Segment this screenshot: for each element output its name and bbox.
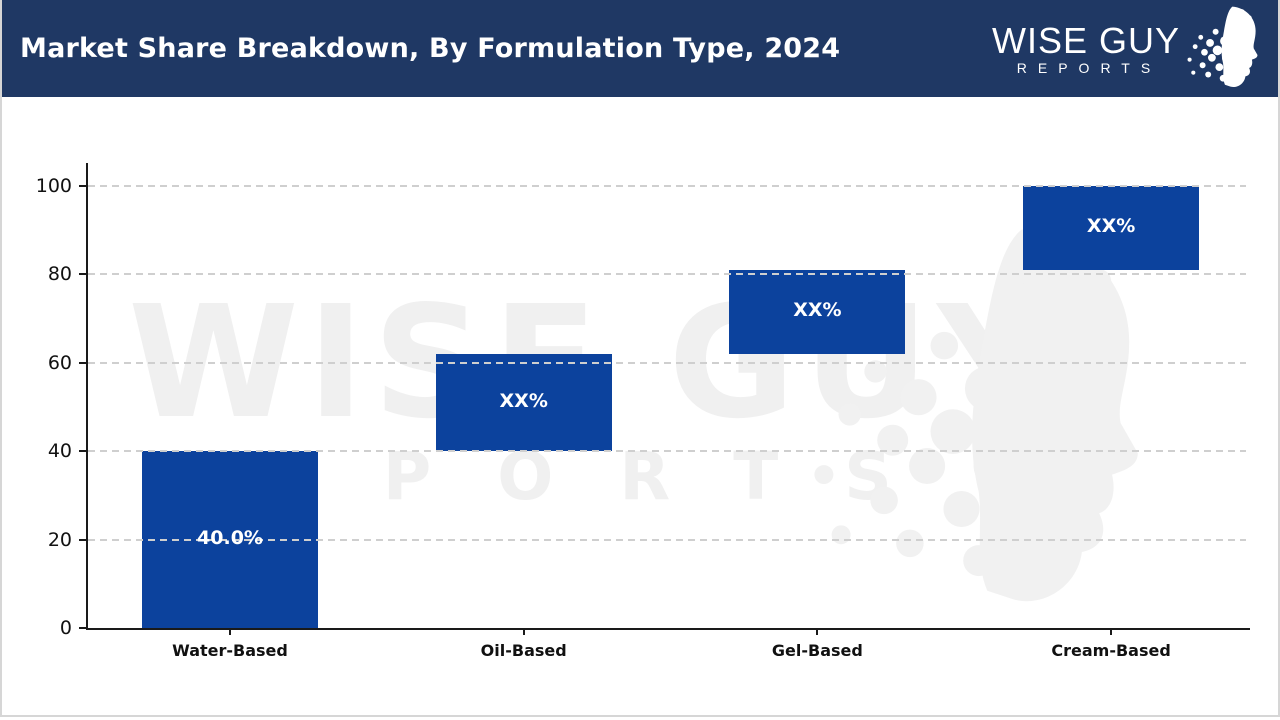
brand-name: WISE GUY <box>991 19 1180 61</box>
bar-value-label-water-based: 40.0% <box>197 526 263 549</box>
bar-value-label-oil-based: XX% <box>499 389 548 412</box>
x-axis-label-cream-based: Cream-Based <box>1051 641 1171 660</box>
x-axis-label-oil-based: Oil-Based <box>480 641 567 660</box>
gridline-20 <box>88 538 1246 541</box>
y-axis-label-80: 80 <box>47 263 72 286</box>
bar-cream-based <box>1023 186 1200 270</box>
gridline-100 <box>88 185 1246 187</box>
y-tick-0 <box>79 627 88 629</box>
bar-gel-based <box>729 269 906 354</box>
x-tick-gel-based <box>816 628 819 635</box>
gridline-60 <box>88 361 1246 364</box>
y-tick-80 <box>79 273 88 276</box>
bar-value-label-gel-based: XX% <box>793 298 842 321</box>
y-axis-spine <box>86 163 88 630</box>
y-tick-40 <box>79 450 88 453</box>
y-axis-label-60: 60 <box>47 351 72 374</box>
x-axis-label-gel-based: Gel-Based <box>771 641 863 660</box>
y-tick-20 <box>79 538 88 541</box>
y-axis-label-100: 100 <box>35 175 72 197</box>
gridline-80 <box>88 273 1246 276</box>
page-title: Market Share Breakdown, By Formulation T… <box>20 33 841 64</box>
header: Market Share Breakdown, By Formulation T… <box>0 0 1280 97</box>
wise-guy-face-icon <box>1182 2 1266 95</box>
y-axis-label-0: 0 <box>59 617 72 639</box>
brand-logo: WISE GUY REPORTS <box>992 2 1266 95</box>
y-tick-60 <box>79 361 88 364</box>
x-tick-cream-based <box>1110 628 1113 635</box>
y-axis-label-20: 20 <box>47 528 72 551</box>
bar-value-label-cream-based: XX% <box>1086 214 1136 237</box>
gridline-40 <box>88 450 1246 453</box>
bar-oil-based <box>435 353 612 452</box>
brand-logo-text: WISE GUY REPORTS <box>991 19 1180 76</box>
x-tick-water-based <box>229 628 231 635</box>
x-axis-label-water-based: Water-Based <box>172 641 288 660</box>
y-axis-label-40: 40 <box>47 440 72 463</box>
x-axis-spine <box>86 628 1250 630</box>
y-tick-100 <box>79 185 88 187</box>
brand-subtitle: REPORTS <box>1016 59 1162 76</box>
x-tick-oil-based <box>522 628 525 635</box>
